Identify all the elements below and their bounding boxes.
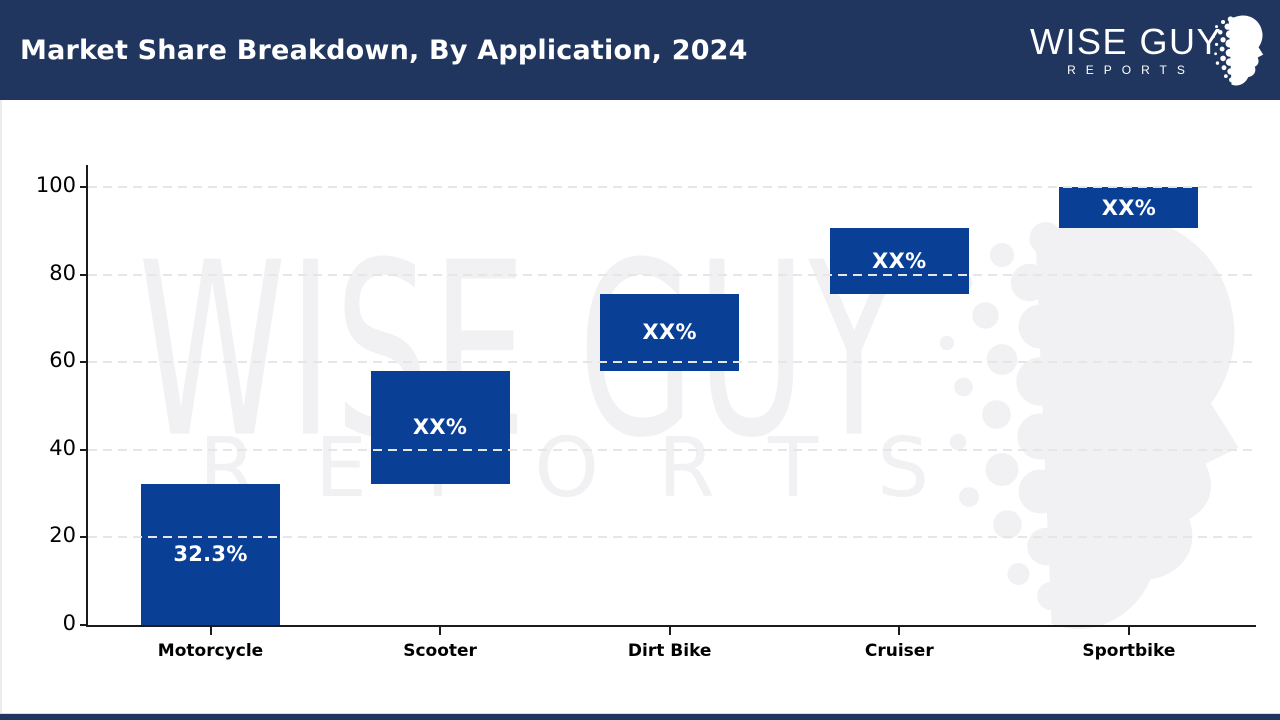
bar-sportbike: XX%	[1059, 187, 1199, 229]
bar-cruiser: XX%	[829, 228, 969, 294]
x-axis-line	[86, 625, 1256, 627]
footer-bar	[0, 714, 1280, 720]
gridline	[88, 361, 1256, 364]
bar-value-label: XX%	[872, 249, 927, 274]
page-title: Market Share Breakdown, By Application, …	[20, 34, 748, 66]
y-axis-label: 0	[62, 611, 76, 635]
x-axis-tick	[898, 627, 901, 635]
gridline	[88, 536, 1256, 539]
bar-scooter: XX%	[370, 370, 510, 484]
footer-divider	[0, 713, 1280, 714]
x-axis-category-label: Motorcycle	[157, 641, 264, 661]
gridline	[88, 186, 1256, 188]
y-axis-tick	[80, 361, 88, 364]
bar-value-label: XX%	[412, 415, 468, 440]
y-axis-tick	[80, 273, 88, 276]
y-axis-label: 100	[35, 173, 76, 197]
y-axis-label: 60	[49, 348, 76, 373]
x-axis-tick	[1127, 627, 1130, 635]
y-axis-tick	[80, 536, 88, 539]
x-axis-tick	[668, 627, 671, 635]
gridline	[88, 448, 1256, 451]
bar-value-label: XX%	[1101, 195, 1157, 220]
bar-dirt-bike: XX%	[600, 293, 740, 371]
x-axis-category-label: Scooter	[403, 641, 477, 661]
x-axis-tick	[209, 627, 212, 635]
brand-subtitle: REPORTS	[1067, 62, 1195, 77]
brand-name: WISE GUY	[1029, 20, 1222, 62]
x-axis-category-label: Dirt Bike	[627, 641, 712, 661]
gridline	[88, 273, 1256, 276]
x-axis-tick	[439, 627, 442, 635]
watermark-brand-subtext: REPORTS	[199, 421, 989, 516]
x-axis-category-label: Sportbike	[1082, 641, 1176, 661]
y-axis-line	[86, 165, 88, 627]
y-axis-tick	[80, 186, 88, 188]
left-edge-divider	[0, 100, 2, 713]
y-axis-label: 40	[49, 435, 76, 460]
y-axis-label: 80	[49, 260, 76, 285]
x-axis-category-label: Cruiser	[864, 641, 934, 661]
y-axis-label: 20	[49, 523, 76, 548]
brand-logo-text: WISE GUY REPORTS	[1029, 20, 1222, 77]
bar-value-label: XX%	[642, 320, 697, 345]
y-axis-tick	[80, 624, 88, 626]
header-bar: Market Share Breakdown, By Application, …	[0, 0, 1280, 100]
brand-logo: WISE GUY REPORTS	[1030, 12, 1266, 88]
bar-motorcycle: 32.3%	[141, 483, 280, 625]
bar-value-label: 32.3%	[173, 542, 248, 567]
watermark-brand-text: WISE GUY	[138, 212, 902, 492]
y-axis-tick	[80, 448, 88, 451]
